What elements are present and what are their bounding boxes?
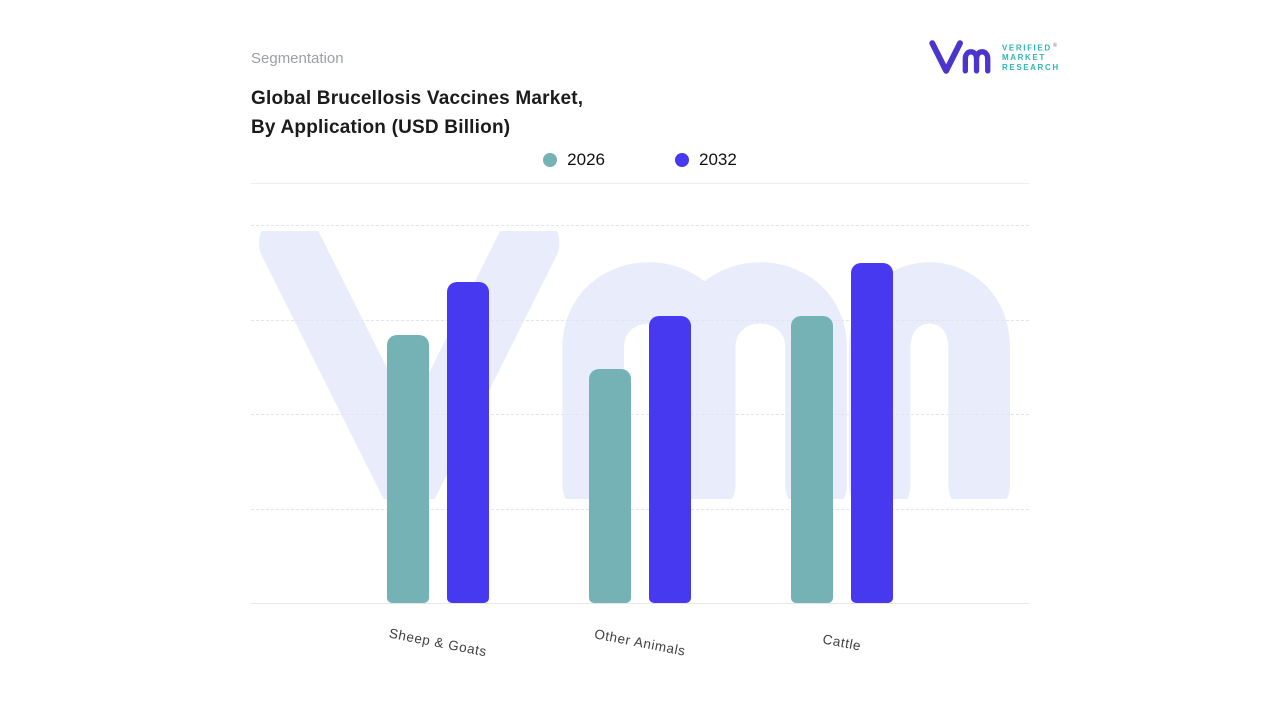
bar-2026-Sheep & Goats <box>386 334 429 603</box>
x-axis-label-Other Animals: Other Animals <box>593 626 687 659</box>
gridline-50 <box>251 414 1029 415</box>
vmr-watermark-icon <box>258 231 1011 499</box>
chart-title-line2: By Application (USD Billion) <box>251 117 511 138</box>
bar-2032-Sheep & Goats <box>446 281 489 603</box>
legend-item-2026: 2026 <box>543 150 605 170</box>
logo-line-market: MARKET <box>1002 53 1046 63</box>
bar-2032-Cattle <box>851 262 894 603</box>
legend-swatch-2026 <box>543 153 558 167</box>
legend-label-2032: 2032 <box>699 150 737 169</box>
vmr-logo: VERIFIED® MARKET RESEARCH <box>928 38 1060 76</box>
legend-item-2032: 2032 <box>675 150 737 170</box>
bar-2032-Other Animals <box>649 315 691 603</box>
legend-label-2026: 2026 <box>567 150 605 169</box>
chart-title-line1: Global Brucellosis Vaccines Market, <box>251 88 584 109</box>
bar-2026-Cattle <box>791 315 834 603</box>
bar-2026-Other Animals <box>589 368 631 603</box>
legend-divider <box>251 183 1029 184</box>
x-axis-label-Cattle: Cattle <box>821 631 863 654</box>
legend-swatch-2032 <box>675 153 689 167</box>
segmentation-label: Segmentation <box>251 50 344 67</box>
gridline-75 <box>251 508 1029 510</box>
gridline-0 <box>251 225 1029 226</box>
legend: 2026 2032 <box>251 150 1029 170</box>
logo-line-research: RESEARCH <box>1002 62 1060 72</box>
chart-title: Global Brucellosis Vaccines Market, By A… <box>251 84 583 142</box>
registered-mark: ® <box>1052 42 1058 49</box>
plot-area: Sheep & Goats Other Animals Cattle <box>251 225 1029 659</box>
x-axis-label-Sheep & Goats: Sheep & Goats <box>387 625 488 660</box>
logo-line-verified: VERIFIED <box>1002 43 1052 53</box>
gridline-25 <box>251 319 1029 321</box>
x-axis-labels: Sheep & Goats Other Animals Cattle <box>251 603 1029 673</box>
vmr-logo-mark-icon <box>929 40 991 74</box>
vmr-logo-text: VERIFIED® MARKET RESEARCH <box>1002 42 1060 72</box>
